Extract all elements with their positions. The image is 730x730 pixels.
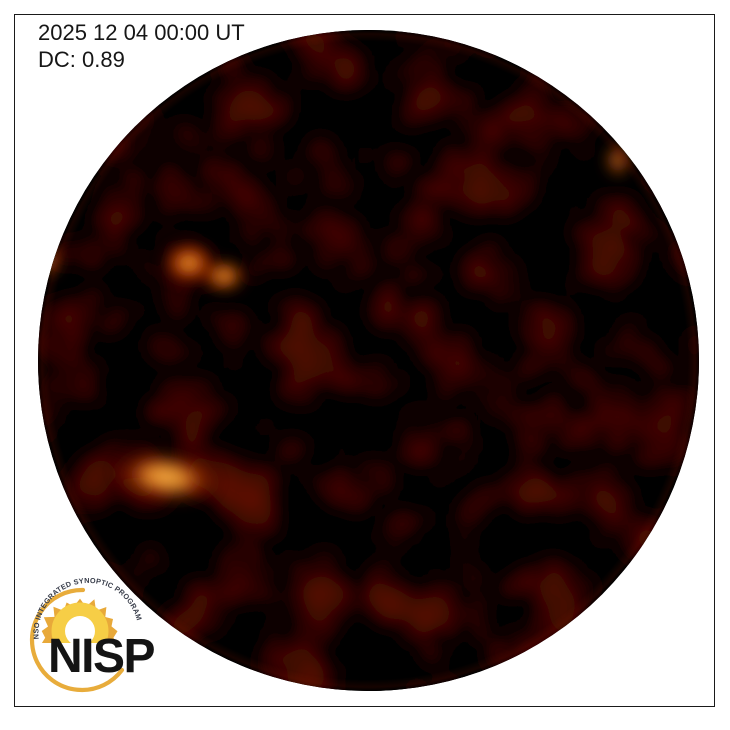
svg-text:NISP: NISP xyxy=(48,630,155,683)
